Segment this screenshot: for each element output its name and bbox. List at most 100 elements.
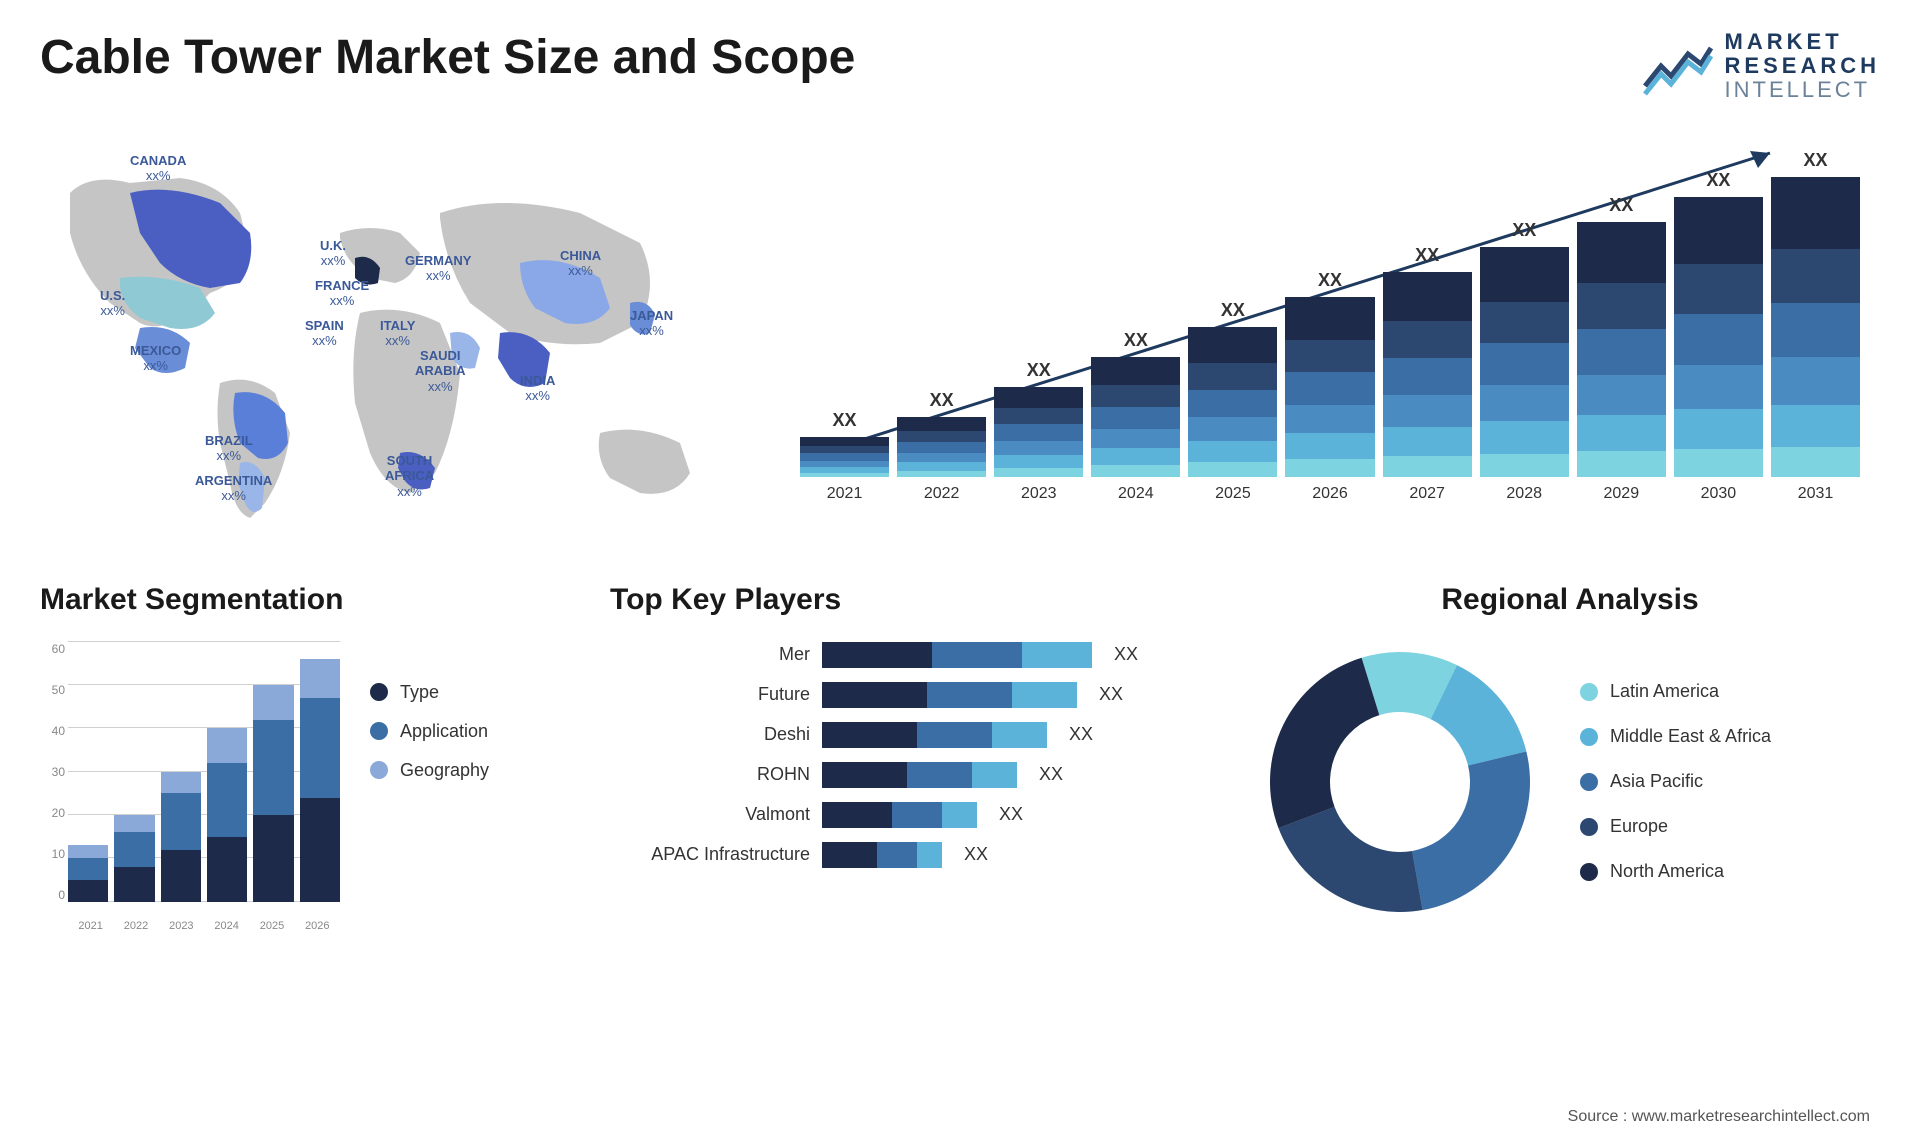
seg-segment (161, 793, 201, 849)
legend-swatch (1580, 683, 1598, 701)
seg-column (114, 815, 154, 902)
growth-segment (1674, 365, 1763, 410)
growth-segment (1285, 433, 1374, 458)
map-label: GERMANYxx% (405, 253, 471, 284)
growth-segment (897, 471, 986, 477)
growth-column: XX2025 (1188, 300, 1277, 503)
player-segment (942, 802, 977, 828)
player-name: Mer (610, 644, 810, 665)
regional-legend: Latin AmericaMiddle East & AfricaAsia Pa… (1580, 681, 1771, 882)
growth-segment (1674, 264, 1763, 314)
player-segment (822, 802, 892, 828)
seg-column (207, 728, 247, 901)
player-segment (917, 722, 992, 748)
growth-segment (1188, 441, 1277, 462)
player-bar (822, 722, 1047, 748)
player-name: ROHN (610, 764, 810, 785)
growth-year: 2026 (1312, 485, 1348, 503)
legend-item: Application (370, 721, 489, 742)
growth-segment (897, 462, 986, 470)
growth-column: XX2030 (1674, 170, 1763, 503)
legend-label: North America (1610, 861, 1724, 882)
growth-segment (1577, 283, 1666, 329)
growth-value: XX (1803, 150, 1827, 171)
player-segment (907, 762, 972, 788)
x-tick: 2023 (159, 920, 204, 932)
growth-segment (1577, 329, 1666, 375)
growth-year: 2024 (1118, 485, 1154, 503)
player-segment (822, 762, 907, 788)
seg-segment (253, 815, 293, 902)
seg-segment (161, 850, 201, 902)
growth-segment (994, 424, 1083, 440)
growth-column: XX2028 (1480, 220, 1569, 503)
growth-year: 2022 (924, 485, 960, 503)
growth-segment (1674, 449, 1763, 477)
top-section: CANADAxx%U.S.xx%MEXICOxx%BRAZILxx%ARGENT… (40, 133, 1880, 533)
legend-swatch (1580, 863, 1598, 881)
donut-slice (1412, 751, 1530, 910)
seg-segment (253, 685, 293, 720)
growth-segment (1577, 222, 1666, 283)
segmentation-panel: Market Segmentation 6050403020100 202120… (40, 583, 560, 932)
growth-segment (1771, 177, 1860, 249)
growth-segment (897, 431, 986, 442)
growth-value: XX (1512, 220, 1536, 241)
player-segment (917, 842, 942, 868)
growth-segment (1383, 272, 1472, 321)
seg-segment (207, 763, 247, 837)
seg-segment (161, 772, 201, 794)
player-segment (932, 642, 1022, 668)
growth-segment (1771, 357, 1860, 405)
map-label: JAPANxx% (630, 308, 673, 339)
growth-chart: XX2021XX2022XX2023XX2024XX2025XX2026XX20… (800, 133, 1880, 533)
map-label: ARGENTINAxx% (195, 473, 272, 504)
player-value: XX (999, 804, 1023, 825)
growth-year: 2027 (1409, 485, 1445, 503)
player-row: ValmontXX (610, 802, 1210, 828)
growth-segment (1285, 297, 1374, 340)
x-tick: 2025 (249, 920, 294, 932)
growth-segment (1480, 385, 1569, 422)
player-bar (822, 802, 977, 828)
growth-segment (1577, 375, 1666, 416)
legend-label: Geography (400, 760, 489, 781)
growth-segment (1674, 409, 1763, 448)
player-row: APAC InfrastructureXX (610, 842, 1210, 868)
bottom-section: Market Segmentation 6050403020100 202120… (40, 583, 1880, 932)
growth-segment (1480, 302, 1569, 343)
player-row: FutureXX (610, 682, 1210, 708)
growth-segment (897, 417, 986, 431)
segmentation-legend: TypeApplicationGeography (370, 642, 489, 932)
player-segment (972, 762, 1017, 788)
growth-segment (1188, 327, 1277, 363)
player-name: Future (610, 684, 810, 705)
y-tick: 10 (40, 847, 65, 861)
player-segment (1022, 642, 1092, 668)
growth-segment (994, 387, 1083, 409)
growth-segment (1383, 427, 1472, 456)
seg-column (68, 845, 108, 901)
map-label: CHINAxx% (560, 248, 601, 279)
growth-segment (1383, 456, 1472, 477)
logo-text-3: INTELLECT (1725, 78, 1880, 102)
map-label: U.K.xx% (320, 238, 346, 269)
donut-slice (1278, 806, 1422, 911)
seg-segment (300, 659, 340, 698)
growth-year: 2031 (1798, 485, 1834, 503)
growth-segment (1091, 385, 1180, 407)
growth-segment (994, 468, 1083, 477)
legend-swatch (1580, 773, 1598, 791)
growth-segment (1674, 314, 1763, 364)
map-label: INDIAxx% (520, 373, 555, 404)
growth-value: XX (1027, 360, 1051, 381)
growth-column: XX2027 (1383, 245, 1472, 503)
logo: MARKET RESEARCH INTELLECT (1643, 30, 1880, 103)
player-segment (822, 842, 877, 868)
map-label: SAUDIARABIAxx% (415, 348, 466, 395)
logo-text-1: MARKET (1725, 30, 1880, 54)
growth-value: XX (1706, 170, 1730, 191)
player-row: MerXX (610, 642, 1210, 668)
donut-slice (1270, 657, 1379, 827)
seg-column (253, 685, 293, 902)
